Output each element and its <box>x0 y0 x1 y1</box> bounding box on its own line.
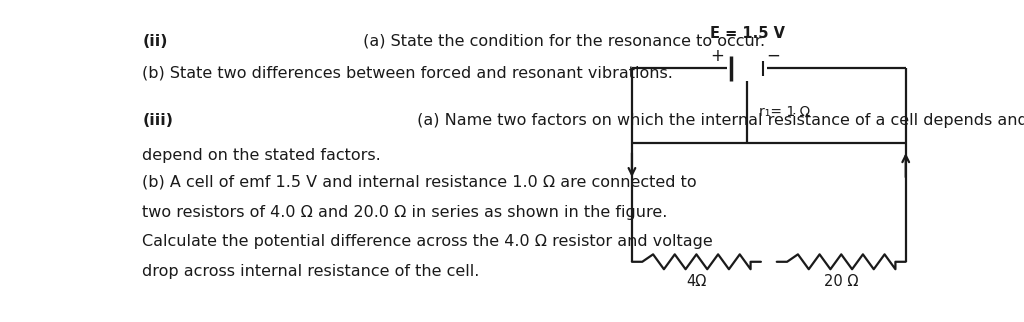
Text: E = 1.5 V: E = 1.5 V <box>710 26 784 41</box>
Text: −: − <box>766 47 780 65</box>
Text: 4Ω: 4Ω <box>686 274 707 289</box>
Text: drop across internal resistance of the cell.: drop across internal resistance of the c… <box>142 264 479 279</box>
Text: (iii): (iii) <box>142 113 173 128</box>
Text: +: + <box>711 47 725 65</box>
Text: depend on the stated factors.: depend on the stated factors. <box>142 147 381 163</box>
Text: r₁= 1 Ω: r₁= 1 Ω <box>759 105 810 119</box>
Text: two resistors of 4.0 Ω and 20.0 Ω in series as shown in the figure.: two resistors of 4.0 Ω and 20.0 Ω in ser… <box>142 205 668 220</box>
Text: (ii): (ii) <box>142 33 168 49</box>
Text: (b) A cell of emf 1.5 V and internal resistance 1.0 Ω are connected to: (b) A cell of emf 1.5 V and internal res… <box>142 175 697 190</box>
Text: (a) Name two factors on which the internal resistance of a cell depends and stat: (a) Name two factors on which the intern… <box>412 113 1024 128</box>
Text: 20 Ω: 20 Ω <box>824 274 858 289</box>
Text: (a) State the condition for the resonance to occur.: (a) State the condition for the resonanc… <box>357 33 765 49</box>
Text: Calculate the potential difference across the 4.0 Ω resistor and voltage: Calculate the potential difference acros… <box>142 234 713 250</box>
Text: (b) State two differences between forced and resonant vibrations.: (b) State two differences between forced… <box>142 66 673 81</box>
